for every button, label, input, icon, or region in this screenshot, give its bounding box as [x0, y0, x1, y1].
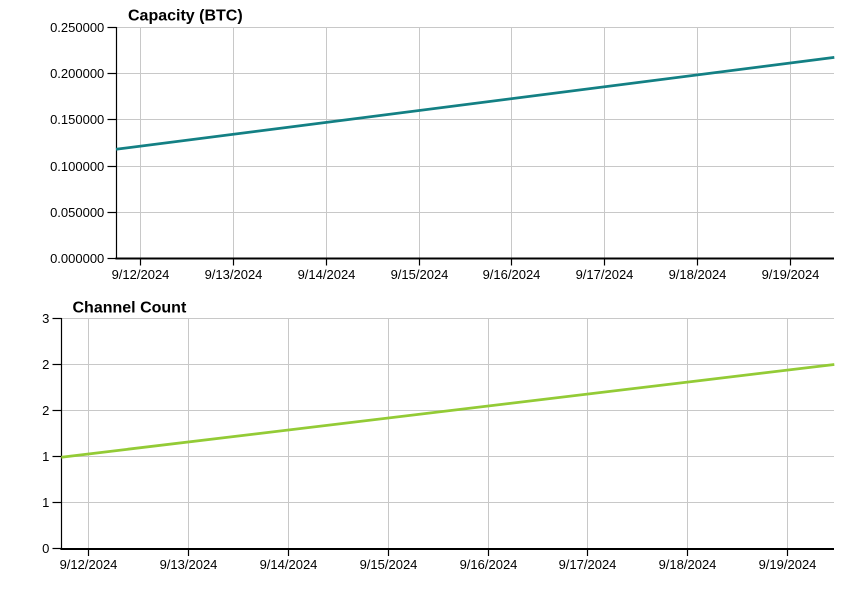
svg-text:9/12/2024: 9/12/2024 [60, 557, 118, 572]
svg-text:9/17/2024: 9/17/2024 [576, 267, 634, 282]
svg-text:9/19/2024: 9/19/2024 [762, 267, 820, 282]
svg-text:9/19/2024: 9/19/2024 [759, 557, 817, 572]
svg-text:9/16/2024: 9/16/2024 [460, 557, 518, 572]
svg-text:9/12/2024: 9/12/2024 [112, 267, 170, 282]
svg-text:9/17/2024: 9/17/2024 [559, 557, 617, 572]
svg-text:9/14/2024: 9/14/2024 [260, 557, 318, 572]
svg-text:2: 2 [42, 403, 49, 418]
svg-text:0.150000: 0.150000 [50, 112, 104, 127]
svg-text:9/13/2024: 9/13/2024 [160, 557, 218, 572]
svg-text:1: 1 [42, 449, 49, 464]
svg-text:0.000000: 0.000000 [50, 251, 104, 266]
svg-text:9/16/2024: 9/16/2024 [483, 267, 541, 282]
svg-text:9/15/2024: 9/15/2024 [391, 267, 449, 282]
svg-text:3: 3 [42, 311, 49, 326]
svg-text:9/13/2024: 9/13/2024 [205, 267, 263, 282]
svg-text:9/14/2024: 9/14/2024 [298, 267, 356, 282]
svg-text:1: 1 [42, 495, 49, 510]
svg-text:0.200000: 0.200000 [50, 66, 104, 81]
svg-text:0.100000: 0.100000 [50, 159, 104, 174]
svg-text:0.250000: 0.250000 [50, 20, 104, 35]
svg-text:0: 0 [42, 541, 49, 556]
svg-text:2: 2 [42, 357, 49, 372]
svg-text:9/18/2024: 9/18/2024 [659, 557, 717, 572]
svg-text:9/15/2024: 9/15/2024 [360, 557, 418, 572]
svg-text:0.050000: 0.050000 [50, 205, 104, 220]
svg-text:Channel Count: Channel Count [73, 300, 187, 317]
svg-text:Capacity (BTC): Capacity (BTC) [128, 8, 243, 25]
svg-text:9/18/2024: 9/18/2024 [669, 267, 727, 282]
